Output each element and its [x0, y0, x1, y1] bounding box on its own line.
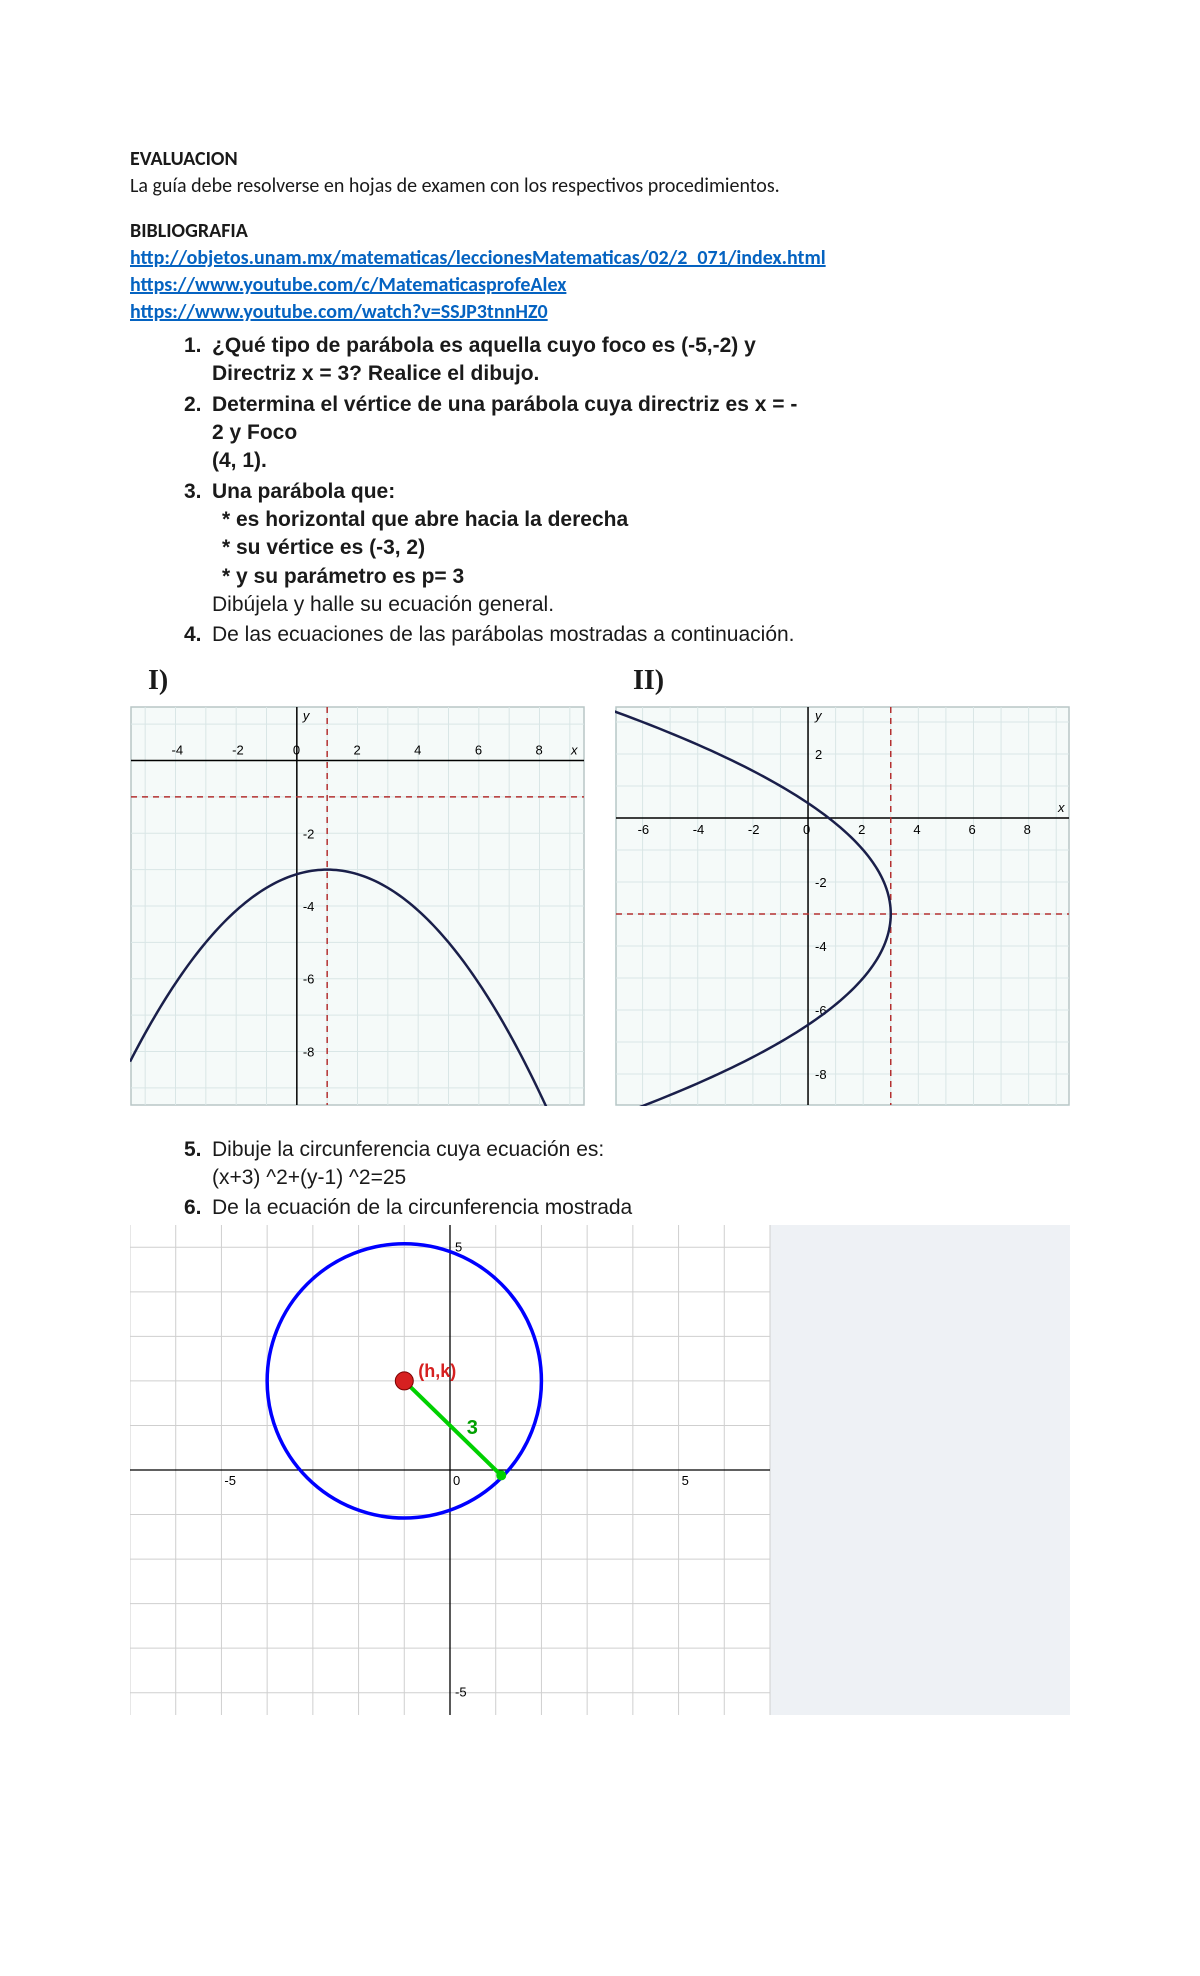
question-text: Una parábola que: [212, 478, 1070, 506]
circle-chart-svg: -5 0 5 5 -5 (h,k) 3 [130, 1225, 1070, 1715]
question-number: 5. [184, 1136, 212, 1193]
circle-chart-wrap: -5 0 5 5 -5 (h,k) 3 [130, 1225, 1070, 1715]
svg-text:8: 8 [536, 742, 543, 757]
question-text: Dibuje la circunferencia cuya ecuación e… [212, 1136, 1070, 1164]
svg-text:3: 3 [467, 1417, 478, 1439]
svg-text:8: 8 [1024, 822, 1031, 837]
question-bullet: * y su parámetro es p= 3 [222, 563, 1070, 591]
svg-text:4: 4 [414, 742, 421, 757]
chart-2-wrap: II) -6-4-2024682-2-4-6-8xy [615, 662, 1070, 1106]
svg-text:-6: -6 [303, 971, 315, 986]
biblio-link-3[interactable]: https://www.youtube.com/watch?v=SSJP3tnn… [130, 299, 1070, 326]
question-text: Dibújela y halle su ecuación general. [212, 591, 1070, 619]
questions-list: 1. ¿Qué tipo de parábola es aquella cuyo… [184, 332, 1070, 650]
svg-text:-4: -4 [815, 939, 827, 954]
evaluacion-text: La guía debe resolverse en hojas de exam… [130, 173, 1070, 200]
svg-text:0: 0 [803, 822, 810, 837]
section-heading-bibliografia: BIBLIOGRAFIA [130, 218, 1070, 245]
svg-text:6: 6 [968, 822, 975, 837]
svg-text:-4: -4 [693, 822, 705, 837]
svg-text:x: x [570, 742, 578, 757]
chart-2-label: II) [633, 662, 1070, 700]
chart-1-svg: -4-202468-2-4-6-8xy [130, 706, 585, 1106]
svg-text:-2: -2 [815, 875, 827, 890]
question-text: Determina el vértice de una parábola cuy… [212, 391, 1070, 419]
question-text: Directriz x = 3? Realice el dibujo. [212, 360, 1070, 388]
question-text: 2 y Foco [212, 419, 1070, 447]
chart-1-wrap: I) -4-202468-2-4-6-8xy [130, 662, 585, 1106]
section-heading-evaluacion: EVALUACION [130, 146, 1070, 173]
questions-list-2: 5. Dibuje la circunferencia cuya ecuació… [184, 1136, 1070, 1223]
svg-text:-8: -8 [303, 1044, 315, 1059]
biblio-link-1[interactable]: http://objetos.unam.mx/matematicas/lecci… [130, 245, 1070, 272]
question-1: 1. ¿Qué tipo de parábola es aquella cuyo… [184, 332, 1070, 389]
biblio-link-2[interactable]: https://www.youtube.com/c/Matematicaspro… [130, 272, 1070, 299]
question-text: De las ecuaciones de las parábolas mostr… [212, 621, 1070, 649]
svg-text:0: 0 [293, 742, 300, 757]
question-3: 3. Una parábola que: * es horizontal que… [184, 478, 1070, 620]
svg-text:4: 4 [913, 822, 920, 837]
chart-1-label: I) [148, 662, 585, 700]
question-2: 2. Determina el vértice de una parábola … [184, 391, 1070, 476]
question-number: 4. [184, 621, 212, 649]
svg-text:-5: -5 [455, 1684, 467, 1699]
question-number: 1. [184, 332, 212, 389]
svg-text:2: 2 [858, 822, 865, 837]
svg-text:x: x [1057, 800, 1065, 815]
svg-text:-5: -5 [224, 1473, 236, 1488]
parabola-charts-row: I) -4-202468-2-4-6-8xy II) -6-4-2024682-… [130, 662, 1070, 1106]
question-4: 4. De las ecuaciones de las parábolas mo… [184, 621, 1070, 649]
svg-text:5: 5 [455, 1239, 462, 1254]
svg-text:-2: -2 [303, 826, 315, 841]
svg-text:6: 6 [475, 742, 482, 757]
svg-text:0: 0 [453, 1473, 460, 1488]
svg-text:5: 5 [682, 1473, 689, 1488]
svg-text:-2: -2 [748, 822, 760, 837]
question-5: 5. Dibuje la circunferencia cuya ecuació… [184, 1136, 1070, 1193]
question-text: (4, 1). [212, 447, 1070, 475]
question-number: 6. [184, 1194, 212, 1222]
svg-text:-8: -8 [815, 1067, 827, 1082]
question-text: (x+3) ^2+(y-1) ^2=25 [212, 1164, 1070, 1192]
svg-text:2: 2 [354, 742, 361, 757]
svg-text:-2: -2 [232, 742, 244, 757]
svg-text:2: 2 [815, 747, 822, 762]
chart-2-svg: -6-4-2024682-2-4-6-8xy [615, 706, 1070, 1106]
svg-text:-4: -4 [172, 742, 184, 757]
question-number: 3. [184, 478, 212, 620]
svg-text:-6: -6 [638, 822, 650, 837]
question-number: 2. [184, 391, 212, 476]
svg-text:(h,k): (h,k) [418, 1361, 456, 1381]
question-text: ¿Qué tipo de parábola es aquella cuyo fo… [212, 332, 1070, 360]
svg-text:-4: -4 [303, 899, 315, 914]
question-bullet: * es horizontal que abre hacia la derech… [222, 506, 1070, 534]
question-bullet: * su vértice es (-3, 2) [222, 534, 1070, 562]
question-6: 6. De la ecuación de la circunferencia m… [184, 1194, 1070, 1222]
question-text: De la ecuación de la circunferencia most… [212, 1194, 1070, 1222]
